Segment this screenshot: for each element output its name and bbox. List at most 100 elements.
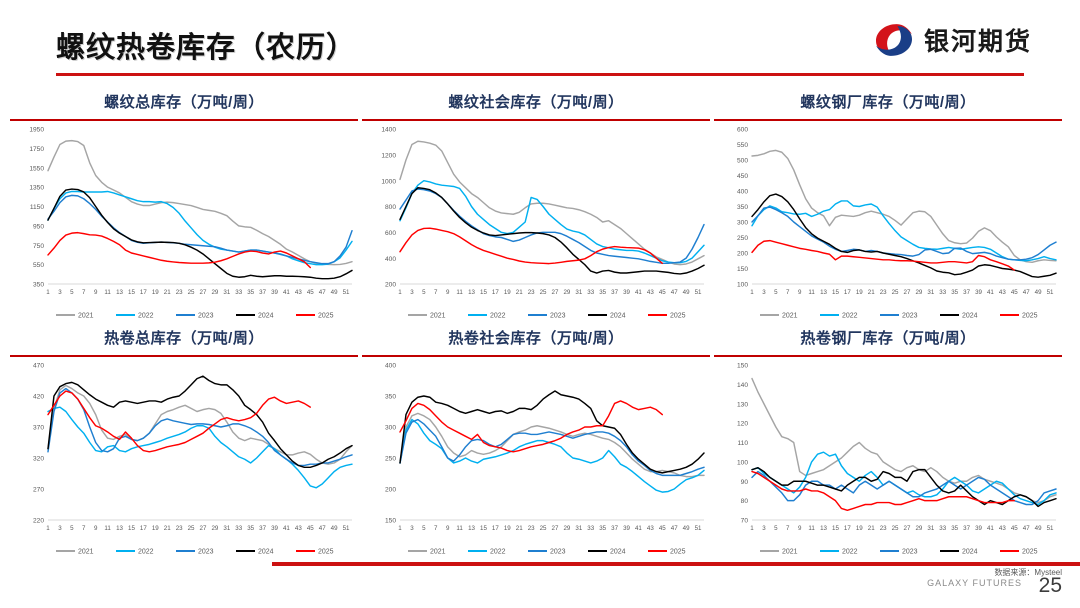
svg-text:550: 550 <box>737 142 748 149</box>
svg-text:300: 300 <box>385 425 396 432</box>
svg-text:39: 39 <box>975 525 982 532</box>
legend-label-2024: 2024 <box>258 549 274 556</box>
svg-text:43: 43 <box>647 525 654 532</box>
svg-text:33: 33 <box>587 289 594 296</box>
svg-text:43: 43 <box>647 289 654 296</box>
svg-text:15: 15 <box>832 525 839 532</box>
svg-text:13: 13 <box>116 525 123 532</box>
svg-text:45: 45 <box>659 525 666 532</box>
legend-label-2025: 2025 <box>1022 549 1038 556</box>
svg-text:1: 1 <box>398 289 402 296</box>
svg-text:11: 11 <box>104 525 111 532</box>
chart-title-divider <box>362 355 710 357</box>
series-line-2023 <box>47 194 353 265</box>
svg-text:600: 600 <box>737 127 748 134</box>
svg-text:31: 31 <box>223 289 230 296</box>
svg-text:25: 25 <box>540 525 547 532</box>
svg-text:500: 500 <box>737 158 748 165</box>
svg-text:35: 35 <box>599 525 606 532</box>
legend-label-2022: 2022 <box>842 549 858 556</box>
series-line-2022 <box>47 190 353 266</box>
chart-plot-area: 200 400 600 800 1000 1200 1400 1 3 5 7 9 11 13 15 17 19 2… <box>362 121 710 326</box>
series-line-2023 <box>751 206 1057 261</box>
legend-label-2021: 2021 <box>78 313 94 320</box>
svg-text:250: 250 <box>737 235 748 242</box>
svg-text:15: 15 <box>480 525 487 532</box>
svg-text:150: 150 <box>385 518 396 525</box>
svg-text:3: 3 <box>410 289 414 296</box>
chart-panel-hrc-total-inventory: 热卷总库存（万吨/周） 220 270 320 370 420 470 1 3 5 7 9 11 13 1… <box>10 328 358 560</box>
svg-text:35: 35 <box>951 289 958 296</box>
svg-text:320: 320 <box>33 456 44 463</box>
svg-text:800: 800 <box>385 204 396 211</box>
svg-text:31: 31 <box>223 525 230 532</box>
svg-text:27: 27 <box>552 525 559 532</box>
chart-title: 螺纹总库存（万吨/周） <box>104 94 264 111</box>
legend-label-2025: 2025 <box>670 549 686 556</box>
legend-label-2024: 2024 <box>962 313 978 320</box>
chart-title-divider <box>362 119 710 121</box>
series-line-2025 <box>751 239 1015 271</box>
series-line-2024 <box>751 466 1057 508</box>
data-source-note: 数据来源：Mysteel <box>994 568 1062 577</box>
svg-text:39: 39 <box>975 289 982 296</box>
svg-text:39: 39 <box>623 289 630 296</box>
svg-text:350: 350 <box>33 282 44 289</box>
legend-label-2022: 2022 <box>490 549 506 556</box>
svg-text:17: 17 <box>844 525 851 532</box>
series-line-2024 <box>399 187 705 275</box>
svg-text:9: 9 <box>798 525 802 532</box>
svg-text:37: 37 <box>963 525 970 532</box>
svg-text:100: 100 <box>737 459 748 466</box>
svg-text:5: 5 <box>422 525 426 532</box>
series-line-2025 <box>399 400 663 453</box>
series-line-2022 <box>399 418 705 493</box>
chart-grid: 螺纹总库存（万吨/周） 350 550 750 950 1150 1350 1550 1750… <box>0 92 1080 562</box>
svg-text:13: 13 <box>820 289 827 296</box>
brand-name: 银河期货 <box>923 28 1032 56</box>
chart-plot-area: 220 270 320 370 420 470 1 3 5 7 9 11 13 15 17 19 21 23 25 2… <box>10 357 358 562</box>
svg-text:41: 41 <box>283 525 290 532</box>
chart-title: 螺纹钢厂库存（万吨/周） <box>800 94 976 111</box>
svg-text:140: 140 <box>737 382 748 389</box>
legend-label-2023: 2023 <box>198 313 214 320</box>
svg-text:25: 25 <box>892 289 899 296</box>
chart-panel-hrc-social-inventory: 热卷社会库存（万吨/周） 150 200 250 300 350 400 1 3 5 7 9 11 13… <box>362 328 710 560</box>
svg-text:51: 51 <box>695 525 702 532</box>
svg-text:37: 37 <box>259 525 266 532</box>
svg-text:47: 47 <box>1023 525 1030 532</box>
legend-label-2025: 2025 <box>670 313 686 320</box>
svg-text:21: 21 <box>164 289 171 296</box>
chart-title-divider <box>10 355 358 357</box>
series-line-2022 <box>47 406 353 489</box>
svg-text:11: 11 <box>808 289 815 296</box>
svg-text:1200: 1200 <box>381 152 396 159</box>
svg-text:17: 17 <box>844 289 851 296</box>
svg-text:220: 220 <box>33 518 44 525</box>
chart-title-divider <box>714 119 1062 121</box>
svg-text:3: 3 <box>762 289 766 296</box>
svg-text:5: 5 <box>774 289 778 296</box>
svg-text:1: 1 <box>46 289 50 296</box>
series-line-2022 <box>399 179 705 264</box>
svg-text:15: 15 <box>832 289 839 296</box>
svg-text:49: 49 <box>331 289 338 296</box>
svg-text:450: 450 <box>737 173 748 180</box>
page-title: 螺纹热卷库存（农历） <box>56 32 357 64</box>
series-line-2023 <box>399 188 705 265</box>
chart-title: 热卷钢厂库存（万吨/周） <box>800 330 976 347</box>
series-line-2021 <box>47 139 353 266</box>
svg-text:25: 25 <box>892 525 899 532</box>
series-line-2024 <box>399 390 705 474</box>
svg-text:5: 5 <box>70 289 74 296</box>
svg-text:39: 39 <box>623 525 630 532</box>
svg-text:9: 9 <box>446 525 450 532</box>
legend-label-2022: 2022 <box>138 549 154 556</box>
svg-text:1750: 1750 <box>29 146 44 153</box>
svg-text:33: 33 <box>235 289 242 296</box>
svg-text:1: 1 <box>398 525 402 532</box>
legend-label-2025: 2025 <box>318 549 334 556</box>
svg-text:5: 5 <box>774 525 778 532</box>
